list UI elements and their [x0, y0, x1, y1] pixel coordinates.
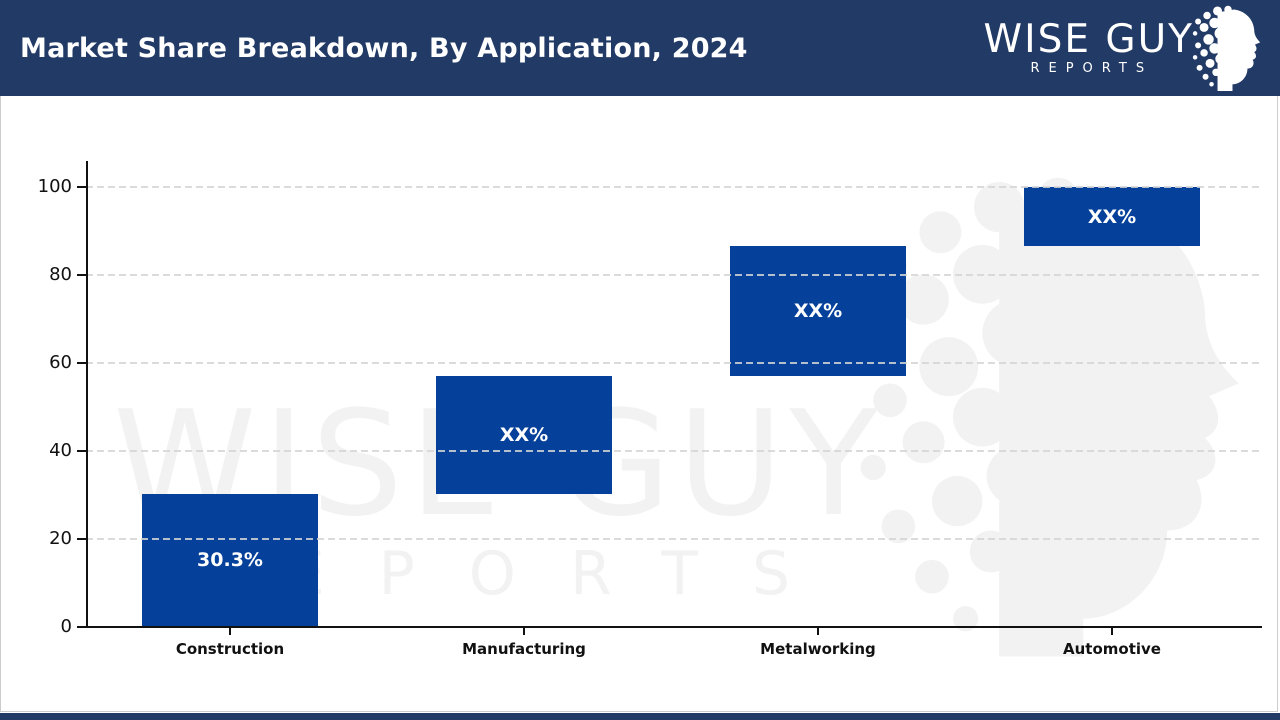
logo-wordmark-line2: REPORTS	[1030, 61, 1154, 77]
grid-line	[86, 186, 1262, 188]
x-tick	[1111, 628, 1113, 635]
grid-line	[86, 450, 1262, 452]
bar-value-label: 30.3%	[197, 549, 263, 572]
x-tick	[229, 628, 231, 635]
x-tick	[523, 628, 525, 635]
x-category-label: Automotive	[1063, 640, 1161, 658]
bar-construction	[142, 493, 318, 627]
y-tick	[77, 626, 86, 628]
wiseguy-logo: WISE GUY REPORTS	[984, 4, 1270, 92]
x-category-label: Construction	[175, 640, 285, 658]
logo-wordmark: WISE GUY REPORTS	[983, 16, 1194, 77]
x-tick	[817, 628, 819, 635]
x-category-label: Manufacturing	[462, 640, 586, 658]
bar-value-label: XX%	[499, 423, 549, 446]
y-tick-label: 80	[49, 264, 72, 285]
y-tick	[77, 538, 86, 540]
grid-line	[86, 538, 1262, 540]
y-tick-label: 60	[49, 352, 72, 373]
grid-line	[86, 274, 1262, 276]
y-tick-label: 0	[60, 616, 72, 637]
y-tick-label: 40	[49, 440, 72, 461]
bar-value-label: XX%	[1087, 205, 1137, 228]
grid-line	[86, 362, 1262, 364]
x-category-label: Metalworking	[760, 640, 876, 658]
chart-title: Market Share Breakdown, By Application, …	[20, 32, 748, 64]
footer-bar	[0, 713, 1280, 720]
y-tick	[77, 362, 86, 364]
y-tick	[77, 186, 86, 188]
bar-value-label: XX%	[793, 300, 843, 323]
logo-wordmark-line1: WISE GUY	[983, 16, 1194, 62]
bar-metalworking	[730, 246, 906, 377]
header: Market Share Breakdown, By Application, …	[0, 0, 1280, 96]
bar-automotive	[1024, 187, 1200, 247]
y-tick-label: 100	[37, 176, 72, 197]
y-tick	[77, 450, 86, 452]
x-axis-line	[86, 626, 1262, 628]
bar-manufacturing	[436, 376, 612, 494]
y-tick-label: 20	[49, 528, 72, 549]
y-axis-line	[86, 161, 88, 628]
y-tick	[77, 274, 86, 276]
logo-head-icon	[1186, 5, 1270, 91]
